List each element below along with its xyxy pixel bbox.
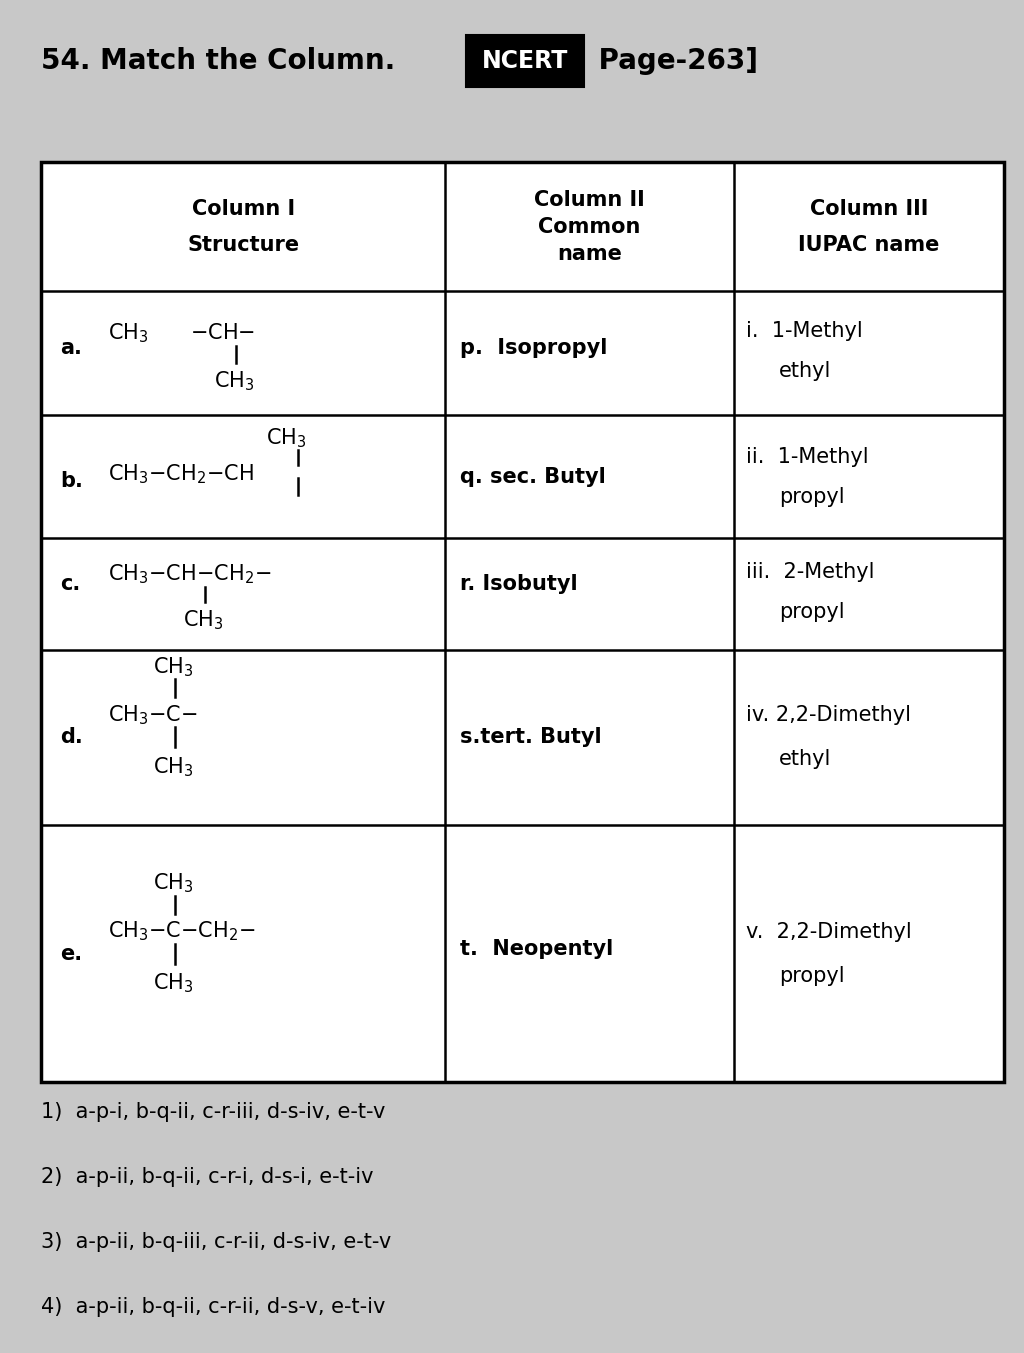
Text: Column I: Column I	[191, 199, 295, 219]
Text: p.  Isopropyl: p. Isopropyl	[460, 338, 607, 359]
Text: CH$_3$: CH$_3$	[153, 656, 193, 679]
Text: CH$_3$$-$C$-$CH$_2$$-$: CH$_3$$-$C$-$CH$_2$$-$	[108, 920, 255, 943]
Text: d.: d.	[60, 728, 83, 747]
Text: e.: e.	[60, 943, 83, 963]
Text: propyl: propyl	[779, 487, 845, 506]
Text: t.  Neopentyl: t. Neopentyl	[460, 939, 613, 958]
Text: ii.  1-Methyl: ii. 1-Methyl	[746, 446, 868, 467]
Text: $-$CH$-$: $-$CH$-$	[189, 323, 255, 344]
Text: CH$_3$$-$CH$_2$$-$CH: CH$_3$$-$CH$_2$$-$CH	[108, 463, 254, 486]
Text: i.  1-Methyl: i. 1-Methyl	[746, 321, 863, 341]
Text: name: name	[557, 244, 622, 264]
FancyBboxPatch shape	[466, 35, 584, 87]
Text: ethyl: ethyl	[779, 750, 831, 770]
Text: Page-263]: Page-263]	[589, 47, 758, 74]
Text: b.: b.	[60, 471, 83, 491]
Text: CH$_3$$-$CH$-$CH$_2$$-$: CH$_3$$-$CH$-$CH$_2$$-$	[108, 561, 270, 586]
Text: CH$_3$: CH$_3$	[108, 322, 148, 345]
Text: r. Isobutyl: r. Isobutyl	[460, 574, 578, 594]
Text: CH$_3$: CH$_3$	[265, 426, 306, 451]
Text: s.tert. Butyl: s.tert. Butyl	[460, 728, 602, 747]
Text: Column II: Column II	[535, 189, 645, 210]
Text: 2)  a-p-ii, b-q-ii, c-r-i, d-s-i, e-t-iv: 2) a-p-ii, b-q-ii, c-r-i, d-s-i, e-t-iv	[41, 1168, 374, 1188]
Text: iii.  2-Methyl: iii. 2-Methyl	[746, 561, 874, 582]
Text: 3)  a-p-ii, b-q-iii, c-r-ii, d-s-iv, e-t-v: 3) a-p-ii, b-q-iii, c-r-ii, d-s-iv, e-t-…	[41, 1233, 391, 1253]
Text: CH$_3$: CH$_3$	[153, 871, 193, 896]
Text: c.: c.	[60, 574, 81, 594]
Bar	[41, 162, 1004, 1082]
Text: Structure: Structure	[187, 235, 299, 254]
Text: CH$_3$: CH$_3$	[153, 971, 193, 996]
Bar	[41, 162, 1004, 1082]
Text: CH$_3$: CH$_3$	[153, 755, 193, 779]
Text: 1)  a-p-i, b-q-ii, c-r-iii, d-s-iv, e-t-v: 1) a-p-i, b-q-ii, c-r-iii, d-s-iv, e-t-v	[41, 1103, 385, 1123]
Text: 54. Match the Column.: 54. Match the Column.	[41, 47, 395, 74]
Text: Column III: Column III	[810, 199, 928, 219]
Text: iv. 2,2-Dimethyl: iv. 2,2-Dimethyl	[746, 705, 911, 725]
Text: v.  2,2-Dimethyl: v. 2,2-Dimethyl	[746, 921, 911, 942]
Text: ethyl: ethyl	[779, 361, 831, 382]
Text: propyl: propyl	[779, 966, 845, 985]
Text: q. sec. Butyl: q. sec. Butyl	[460, 467, 606, 487]
Text: 4)  a-p-ii, b-q-ii, c-r-ii, d-s-v, e-t-iv: 4) a-p-ii, b-q-ii, c-r-ii, d-s-v, e-t-iv	[41, 1298, 385, 1318]
Text: CH$_3$: CH$_3$	[182, 607, 223, 632]
Text: propyl: propyl	[779, 602, 845, 622]
Text: a.: a.	[60, 338, 82, 359]
Text: NCERT: NCERT	[481, 49, 568, 73]
Text: CH$_3$: CH$_3$	[214, 369, 254, 394]
Text: IUPAC name: IUPAC name	[798, 235, 939, 254]
Text: CH$_3$$-$C$-$: CH$_3$$-$C$-$	[108, 704, 198, 727]
Text: Common: Common	[539, 216, 641, 237]
